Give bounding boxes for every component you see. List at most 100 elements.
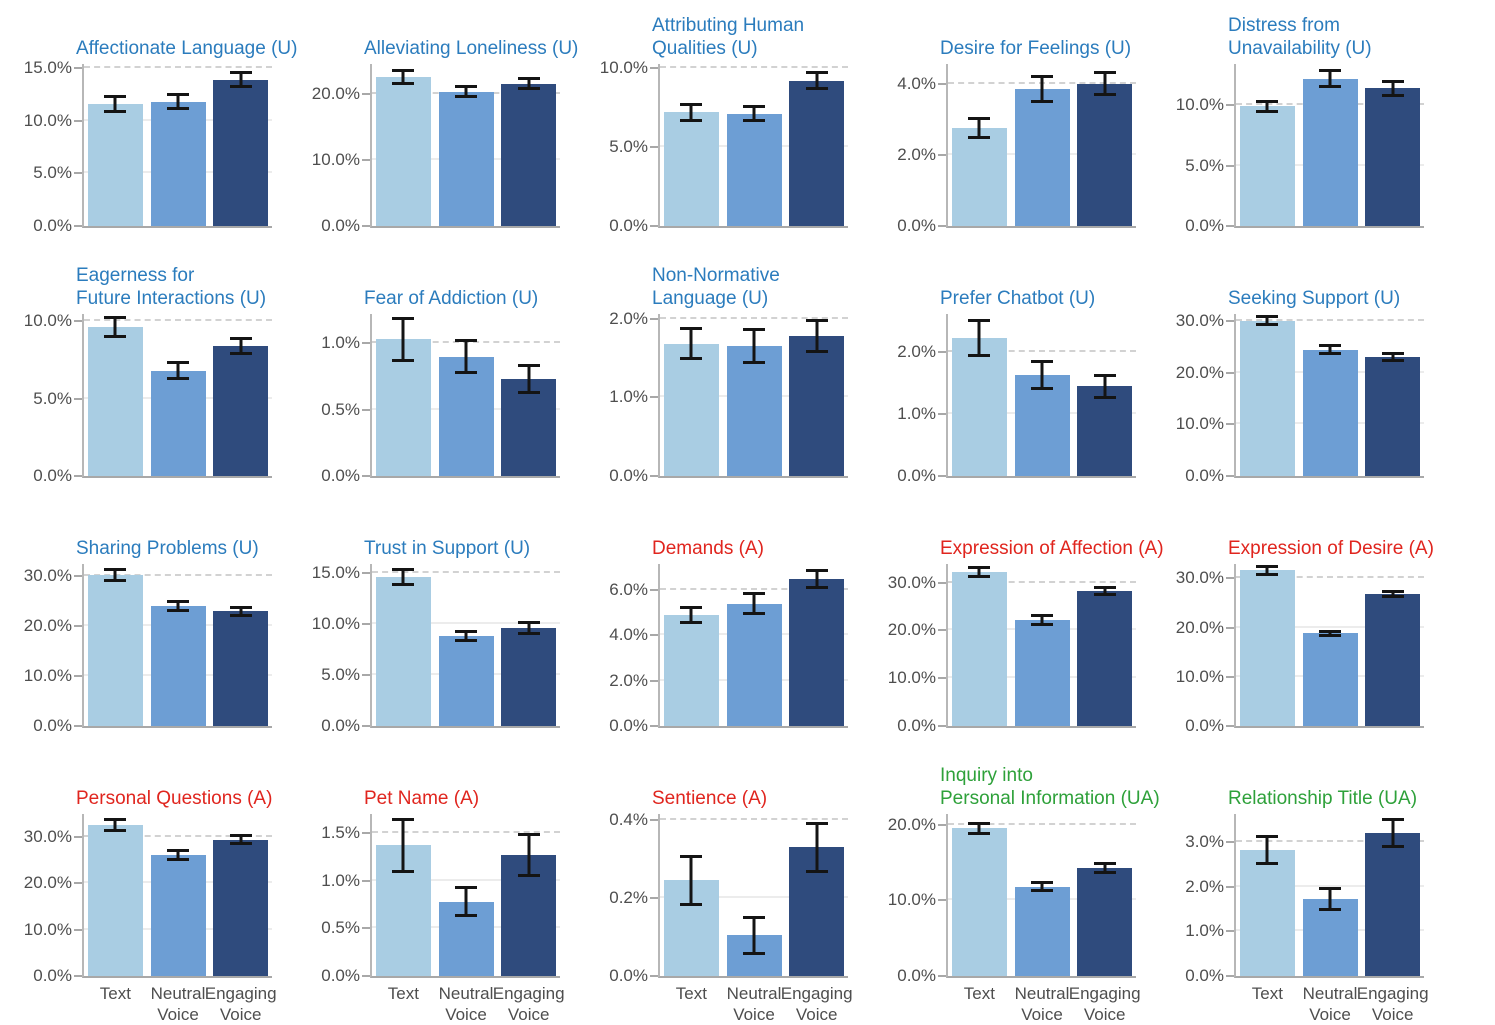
y-tick-mark — [1226, 885, 1234, 888]
error-bar-cap — [104, 818, 127, 822]
error-bar-cap — [1093, 71, 1116, 75]
dashed-gridline — [84, 318, 272, 321]
y-tick-mark — [938, 225, 946, 227]
error-bar — [1093, 374, 1116, 399]
x-tick-label: Engaging Voice — [1069, 984, 1141, 1025]
error-bar-cap — [743, 105, 765, 109]
error-bar-cap — [680, 605, 703, 609]
error-bar — [743, 328, 765, 365]
chart-title-line: Personal Information (UA) — [940, 787, 1160, 809]
error-bar-line — [1391, 79, 1395, 97]
y-tick-mark — [74, 172, 82, 175]
error-bar-line — [689, 102, 693, 122]
chart-title: Demands (A) — [652, 500, 764, 560]
error-bar-cap — [680, 102, 703, 106]
y-tick-label: 20.0% — [887, 814, 936, 834]
error-bar — [968, 821, 991, 836]
plot-area: 0.0% 5.0% 10.0% 15.0% — [312, 563, 560, 735]
error-bar-line — [464, 85, 468, 99]
x-tick-label: Engaging Voice — [1357, 984, 1429, 1025]
bar-neutral-voice — [150, 605, 206, 726]
plot-area: 0.0% 2.0% 4.0% 6.0% — [609, 564, 848, 735]
y-tick-label: 1.0% — [897, 404, 936, 424]
error-bar-cap — [968, 354, 991, 358]
error-bar-cap — [1381, 844, 1404, 848]
y-tick-mark — [938, 975, 946, 977]
x-tick-label-line: Neutral — [1014, 984, 1070, 1003]
error-bar-line — [527, 621, 531, 636]
error-bar-cap — [455, 630, 477, 634]
y-tick-mark — [938, 351, 946, 354]
error-bar — [1381, 351, 1404, 363]
error-bar — [1093, 861, 1116, 874]
error-bar-cap — [1319, 68, 1341, 72]
y-tick-mark — [362, 725, 370, 727]
x-tick-label-line: Engaging — [1068, 984, 1141, 1003]
x-tick-label-line: Text — [963, 984, 995, 1003]
y-tick-label: 0.0% — [321, 216, 360, 235]
chart-cell: Expression of Affection (A) 0.0% 10.0% 20.0… — [864, 500, 1164, 750]
error-bar-line — [1103, 71, 1107, 97]
x-tick-label-line: Text — [387, 984, 419, 1003]
error-bar-cap — [1256, 99, 1279, 103]
y-tick-label: 5.0% — [609, 136, 648, 156]
bar-text — [663, 343, 719, 476]
error-bar — [1319, 629, 1341, 638]
error-bar-cap — [229, 833, 252, 837]
chart-title: Eagerness for Future Interactions (U) — [76, 250, 266, 310]
chart-cell: Prefer Chatbot (U) 0.0% 1.0% 2.0% — [864, 250, 1152, 500]
error-bar — [392, 69, 415, 86]
error-bar-cap — [1319, 629, 1341, 633]
x-tick-label: Neutral Voice — [439, 984, 494, 1025]
error-bar-cap — [1381, 351, 1404, 355]
y-tick-label: 0.0% — [609, 216, 648, 235]
chart-title-line: Desire for Feelings (U) — [940, 37, 1132, 59]
chart-title: Relationship Title (UA) — [1228, 750, 1417, 810]
error-bar-cap — [1031, 888, 1053, 892]
error-bar-cap — [968, 821, 991, 825]
chart-title-line: Sharing Problems (U) — [76, 537, 259, 559]
y-tick-mark — [362, 975, 370, 977]
bar-neutral-voice — [726, 603, 782, 726]
y-tick-mark — [362, 342, 370, 345]
error-bar-line — [815, 821, 819, 873]
y-tick-mark — [938, 629, 946, 632]
y-tick-label: 30.0% — [23, 826, 72, 846]
error-bar-line — [1328, 629, 1332, 638]
bar-engaging-voice — [1365, 356, 1421, 476]
error-bar-cap — [104, 829, 127, 833]
x-tick-label: Neutral Voice — [151, 984, 206, 1025]
y-tick-label: 2.0% — [897, 342, 936, 362]
error-bar-cap — [743, 328, 765, 332]
dashed-gridline — [84, 834, 272, 837]
chart-title-line: Expression of Desire (A) — [1228, 537, 1434, 559]
error-bar-cap — [1319, 344, 1341, 348]
dashed-gridline — [372, 831, 560, 834]
y-tick-label: 15.0% — [311, 563, 360, 583]
chart-title-line: Eagerness for — [76, 265, 195, 287]
bar-text — [951, 572, 1007, 726]
error-bar — [805, 821, 828, 873]
error-bar-cap — [1093, 93, 1116, 97]
error-bar-cap — [229, 613, 252, 617]
chart-title-line: Unavailability (U) — [1228, 37, 1372, 59]
y-tick-mark — [74, 835, 82, 838]
error-bar — [104, 818, 127, 833]
error-bar — [517, 77, 540, 91]
error-bar-cap — [968, 135, 991, 139]
y-tick-mark — [1226, 675, 1234, 678]
plot-area: 0.0% 10.0% 20.0% 30.0% — [1176, 564, 1424, 735]
error-bar-line — [176, 849, 180, 862]
y-tick-mark — [362, 623, 370, 626]
chart-title: Affectionate Language (U) — [76, 0, 297, 60]
y-tick-label: 3.0% — [1185, 831, 1224, 851]
error-bar-line — [815, 71, 819, 91]
y-tick-mark — [1226, 626, 1234, 629]
bar-neutral-voice — [438, 91, 494, 226]
y-tick-label: 0.0% — [1185, 966, 1224, 985]
error-bar — [968, 565, 991, 579]
y-tick-mark — [1226, 423, 1234, 426]
plot-area: 0.0% 10.0% 20.0% 30.0% — [24, 564, 272, 735]
error-bar-cap — [517, 364, 540, 368]
bar-engaging-voice — [1077, 83, 1133, 226]
